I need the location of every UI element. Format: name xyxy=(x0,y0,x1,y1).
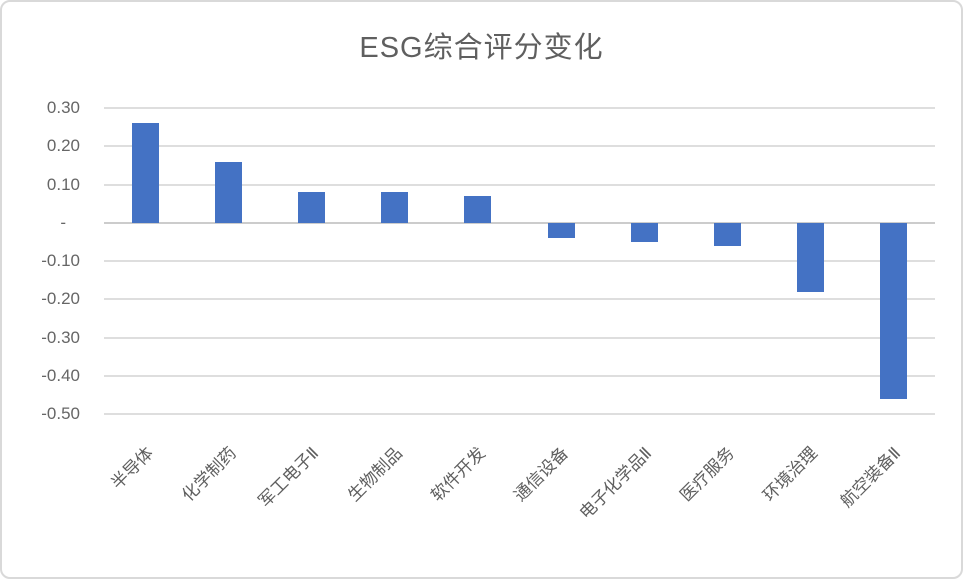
x-category-label: 医疗服务 xyxy=(676,443,739,506)
gridline xyxy=(104,145,935,148)
x-category-label: 化学制药 xyxy=(178,443,240,506)
gridline xyxy=(104,107,935,109)
bar-7 xyxy=(713,222,741,246)
bar-2 xyxy=(298,192,326,223)
bar-1 xyxy=(215,161,243,223)
bar-8 xyxy=(796,222,824,292)
gridline xyxy=(104,336,935,339)
bar-0 xyxy=(132,123,160,223)
y-tick-label: -0.40 xyxy=(41,365,80,385)
x-axis-zero-line xyxy=(104,221,935,224)
gridline xyxy=(104,183,935,186)
x-category-label: 软件开发 xyxy=(427,443,489,506)
chart-title: ESG综合评分变化 xyxy=(359,32,604,64)
bar-4 xyxy=(464,195,492,223)
gridline xyxy=(104,260,935,262)
x-category-label: 军工电子Ⅱ xyxy=(255,443,323,511)
y-tick-label: 0.20 xyxy=(46,136,80,156)
x-category-label: 环境治理 xyxy=(759,443,822,506)
bar-5 xyxy=(547,222,575,239)
y-tick-label: -0.30 xyxy=(41,327,80,347)
y-tick-label: -0.20 xyxy=(41,289,80,309)
x-category-label: 生物制品 xyxy=(344,443,406,506)
gridline xyxy=(104,298,935,301)
bar-3 xyxy=(381,192,409,223)
gridline xyxy=(104,413,935,415)
x-category-label: 通信设备 xyxy=(510,443,573,506)
y-tick-label: -0.10 xyxy=(41,251,80,270)
bar-9 xyxy=(879,222,907,399)
gridline xyxy=(104,374,935,377)
y-tick-label: 0.10 xyxy=(46,174,80,194)
bar-6 xyxy=(630,222,658,242)
x-category-label: 半导体 xyxy=(107,443,157,494)
plot-area xyxy=(104,107,935,415)
y-tick-label: -0.50 xyxy=(41,404,80,423)
y-tick-label: - xyxy=(60,212,66,232)
x-category-label: 航空装备Ⅱ xyxy=(836,443,905,511)
y-tick-label: 0.30 xyxy=(46,98,80,117)
x-category-label: 电子化学品Ⅱ xyxy=(575,443,656,523)
